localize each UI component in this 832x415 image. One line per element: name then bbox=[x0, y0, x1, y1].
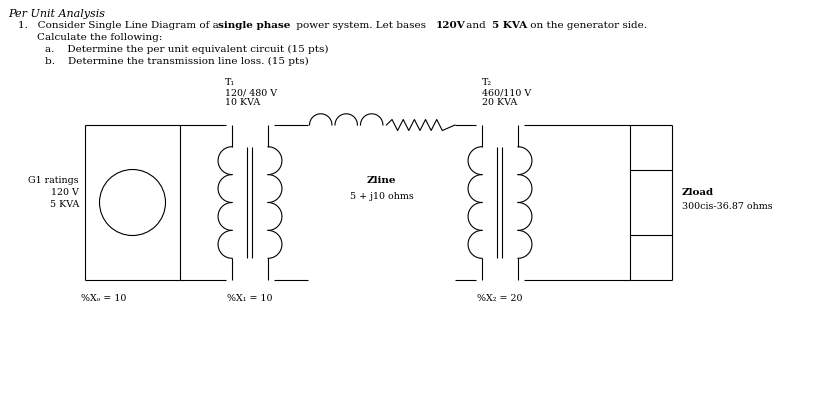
Text: T₁: T₁ bbox=[225, 78, 235, 87]
Text: 5 KVA: 5 KVA bbox=[492, 21, 527, 30]
Text: 460/110 V: 460/110 V bbox=[482, 88, 532, 97]
Text: Zline: Zline bbox=[367, 176, 396, 185]
Text: 300cis-36.87 ohms: 300cis-36.87 ohms bbox=[682, 202, 773, 211]
Text: a.    Determine the per unit equivalent circuit (15 pts): a. Determine the per unit equivalent cir… bbox=[45, 45, 329, 54]
Text: and: and bbox=[463, 21, 489, 30]
Text: 120/ 480 V: 120/ 480 V bbox=[225, 88, 277, 97]
Text: 120V: 120V bbox=[436, 21, 466, 30]
Text: power system. Let bases: power system. Let bases bbox=[293, 21, 429, 30]
Text: Zload: Zload bbox=[682, 188, 714, 197]
Text: 120 V: 120 V bbox=[51, 188, 79, 197]
Bar bbox=[630, 170, 672, 235]
Text: 1.   Consider Single Line Diagram of a: 1. Consider Single Line Diagram of a bbox=[18, 21, 222, 30]
Text: Calculate the following:: Calculate the following: bbox=[37, 33, 162, 42]
Text: G1 ratings: G1 ratings bbox=[28, 176, 79, 185]
Text: b.    Determine the transmission line loss. (15 pts): b. Determine the transmission line loss.… bbox=[45, 57, 309, 66]
Text: 5 + j10 ohms: 5 + j10 ohms bbox=[349, 192, 414, 201]
Text: 5 KVA: 5 KVA bbox=[50, 200, 79, 209]
Text: 20 KVA: 20 KVA bbox=[482, 98, 518, 107]
Text: 10 KVA: 10 KVA bbox=[225, 98, 260, 107]
Text: Per Unit Analysis: Per Unit Analysis bbox=[8, 9, 105, 19]
Text: %Xₒ = 10: %Xₒ = 10 bbox=[81, 293, 126, 303]
Text: T₂: T₂ bbox=[482, 78, 492, 87]
Text: on the generator side.: on the generator side. bbox=[527, 21, 647, 30]
Text: %X₁ = 10: %X₁ = 10 bbox=[227, 293, 273, 303]
Text: single phase: single phase bbox=[218, 21, 290, 30]
Text: %X₂ = 20: %X₂ = 20 bbox=[478, 293, 522, 303]
